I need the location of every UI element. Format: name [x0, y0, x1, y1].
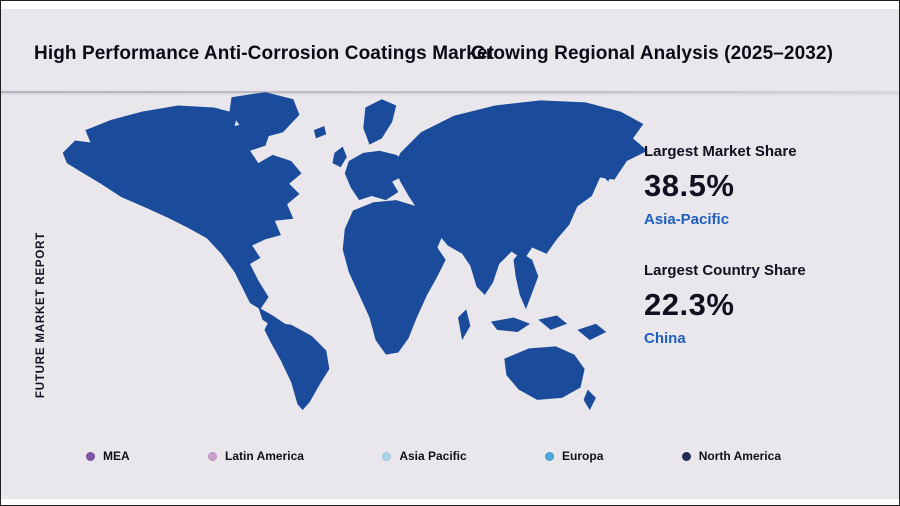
landmass-indonesia-east	[538, 315, 568, 330]
legend-item-north-america: North America	[681, 449, 781, 463]
legend-dot-asia-pacific	[382, 451, 392, 461]
stat-market-share: Largest Market Share 38.5% Asia-Pacific	[644, 143, 894, 228]
stats-panel: Largest Market Share 38.5% Asia-Pacific …	[644, 143, 894, 347]
legend-item-europa: Europa	[545, 449, 603, 463]
stat-country-share: Largest Country Share 22.3% China	[644, 262, 894, 347]
landmass-scandinavia	[363, 99, 397, 145]
stat-value: 22.3%	[644, 287, 735, 322]
world-map-svg	[62, 92, 648, 411]
page-title: High Performance Anti-Corrosion Coatings…	[34, 43, 495, 64]
title-divider	[1, 91, 899, 93]
landmass-new-guinea	[577, 323, 607, 341]
stat-label: Largest Country Share	[644, 262, 806, 279]
background-panel	[1, 9, 899, 499]
legend: MEA Latin America Asia Pacific Europa No…	[86, 449, 781, 463]
landmass-asia	[394, 100, 648, 295]
page-title-overlay: Growing Regional Analysis (2025–2032)	[471, 43, 834, 64]
landmass-madagascar	[458, 309, 471, 341]
landmass-indonesia-west	[490, 317, 531, 332]
stat-region: China	[644, 330, 686, 347]
stat-region: Asia-Pacific	[644, 211, 730, 228]
legend-dot-latin-america	[208, 451, 218, 461]
landmass-south-america	[264, 321, 330, 411]
legend-item-mea: MEA	[86, 449, 130, 463]
legend-label-mea: MEA	[103, 449, 130, 463]
legend-item-latin-america: Latin America	[208, 449, 304, 463]
landmass-europe	[344, 150, 409, 201]
legend-item-asia-pacific: Asia Pacific	[382, 449, 467, 463]
landmass-uk	[332, 146, 347, 168]
stat-value: 38.5%	[644, 168, 735, 203]
legend-label-europa: Europa	[562, 449, 604, 463]
landmass-iceland	[313, 126, 327, 139]
watermark-vertical-text: FUTURE MARKET REPORT	[35, 231, 47, 399]
landmass-australia	[504, 346, 585, 400]
landmass-japan	[600, 146, 617, 182]
legend-dot-europa	[545, 451, 555, 461]
landmass-africa	[342, 200, 446, 355]
legend-label-north-america: North America	[698, 449, 781, 463]
legend-dot-north-america	[681, 451, 691, 461]
legend-dot-mea	[86, 451, 95, 461]
landmass-north-america	[62, 105, 302, 310]
world-map	[53, 89, 653, 439]
legend-label-latin-america: Latin America	[225, 449, 304, 463]
legend-label-asia-pacific: Asia Pacific	[399, 449, 467, 463]
landmass-new-zealand	[583, 389, 596, 411]
landmass-philippines	[523, 270, 535, 293]
stat-label: Largest Market Share	[644, 143, 797, 160]
